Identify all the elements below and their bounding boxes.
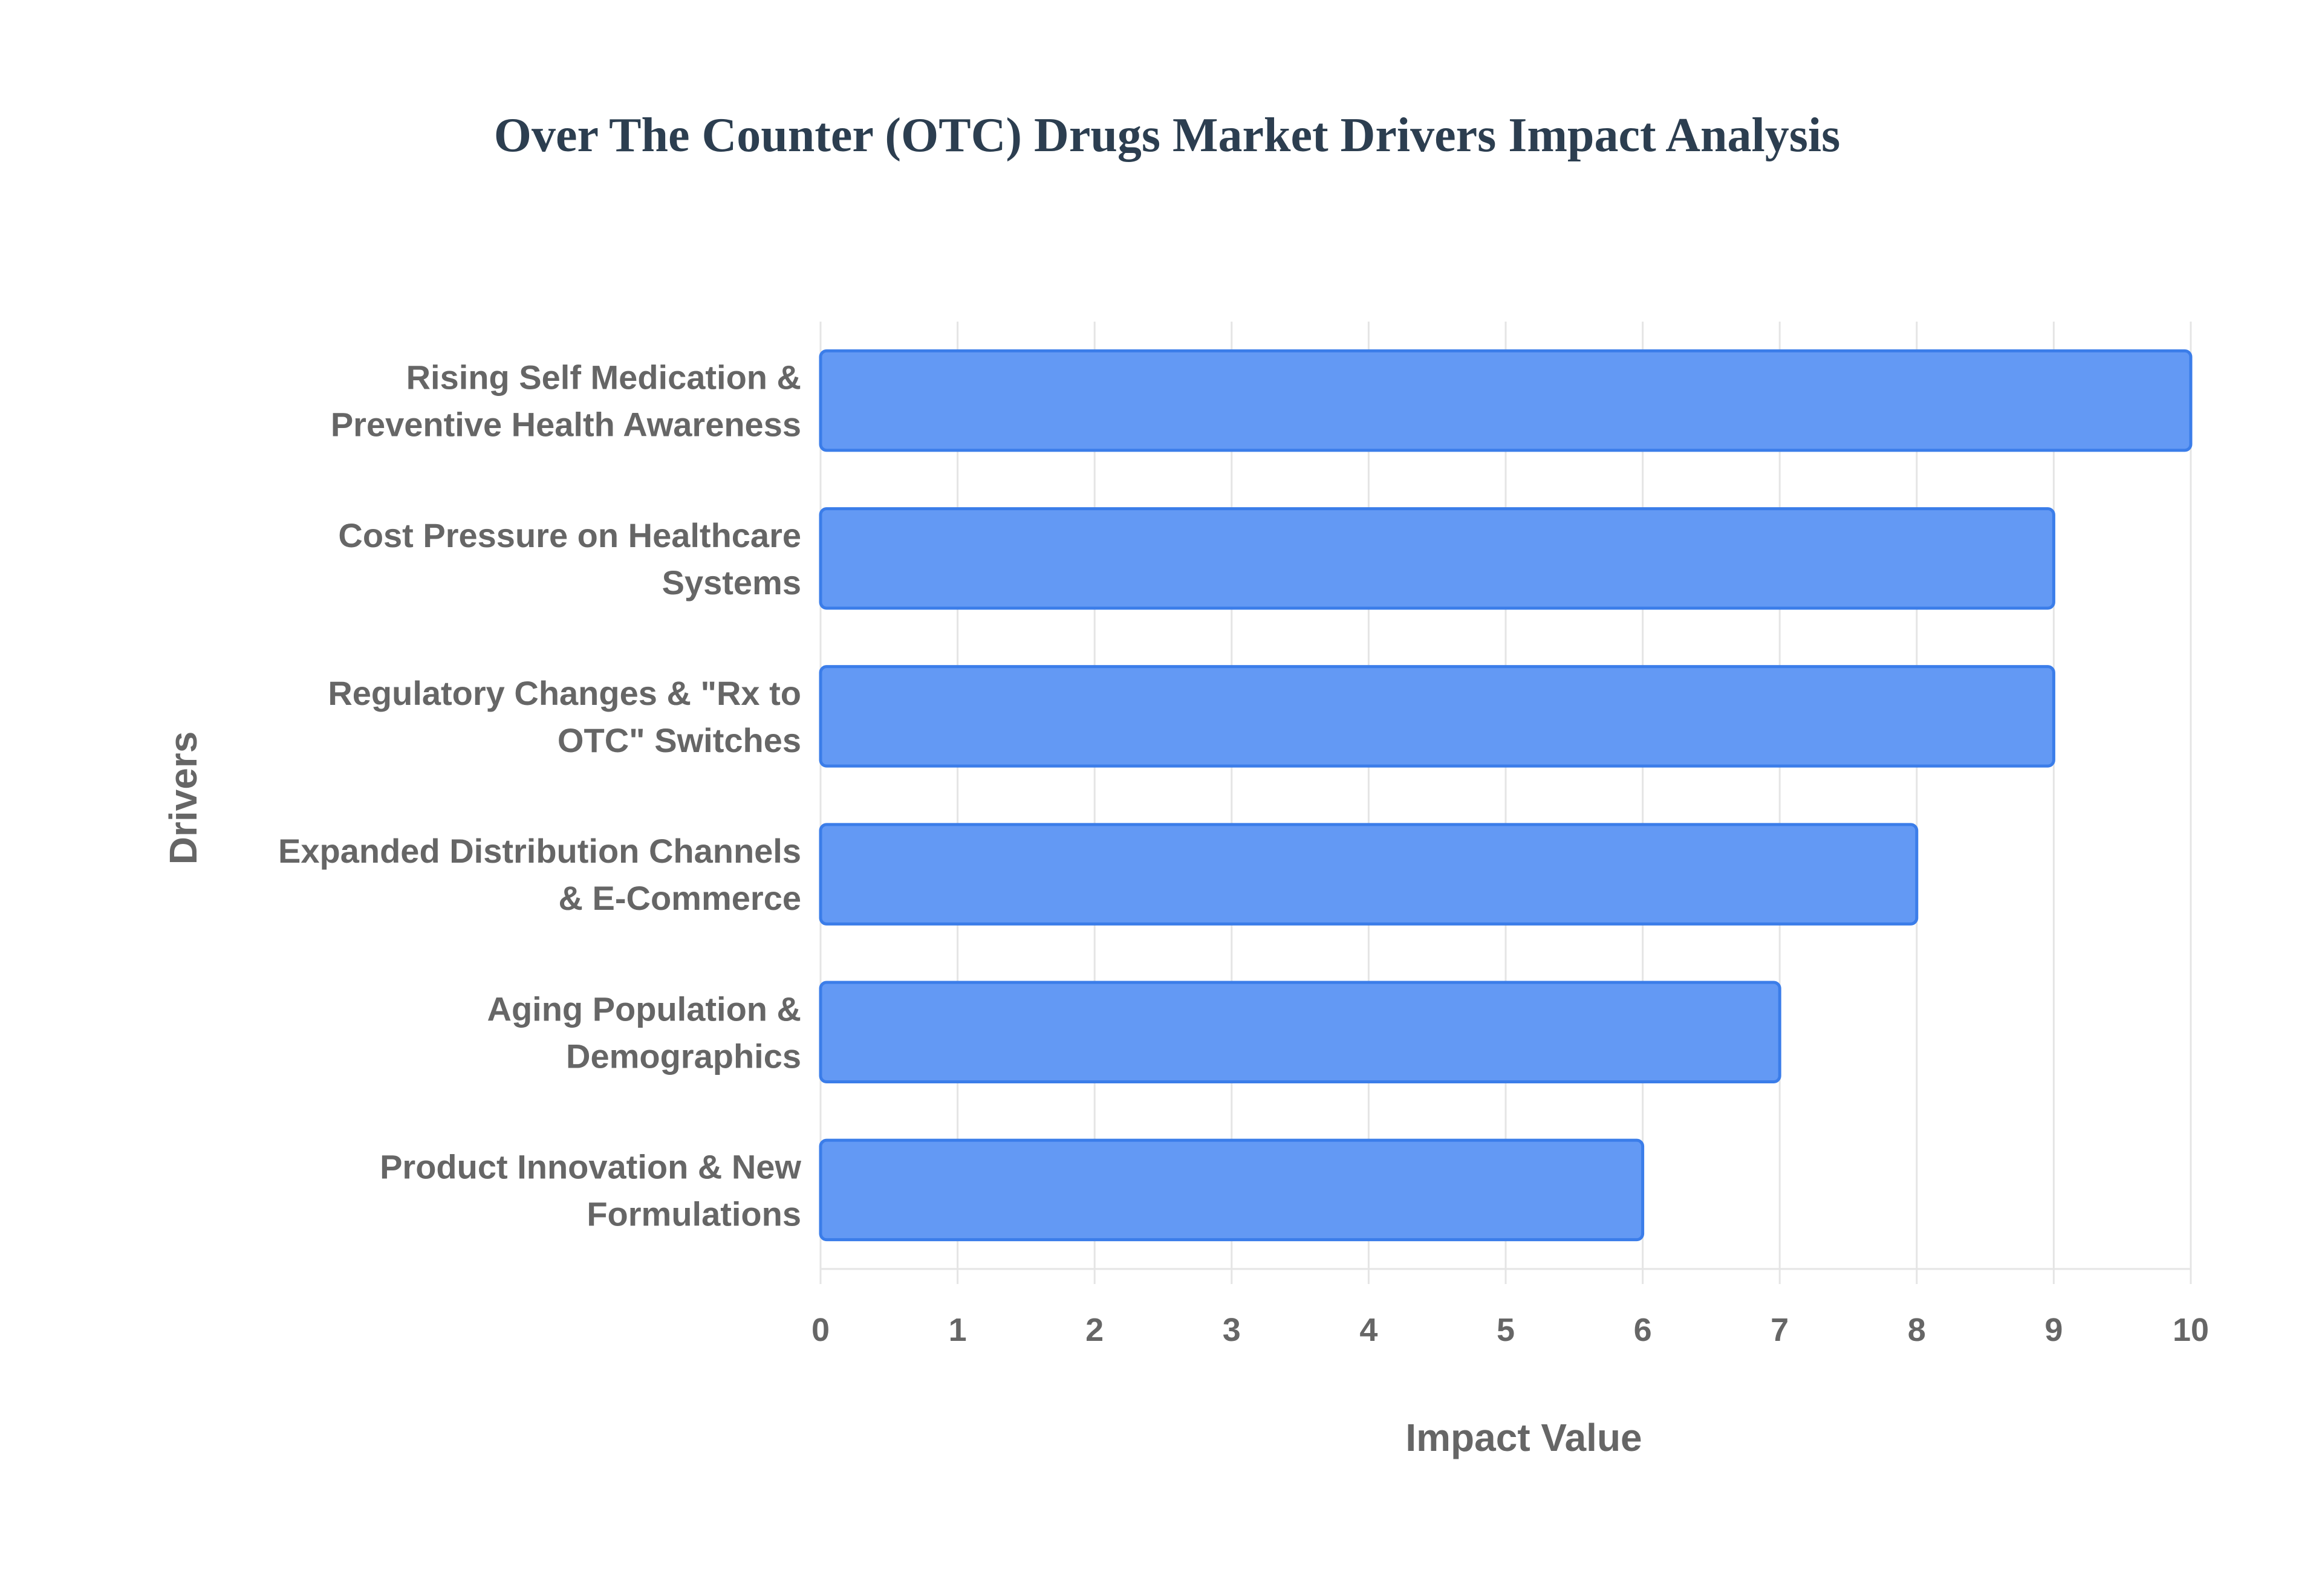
bar[interactable]: [819, 665, 2055, 768]
category-label: Product Innovation & New: [380, 1147, 801, 1186]
category-labels: Rising Self Medication & Preventive Healt…: [278, 358, 801, 1233]
bar[interactable]: [819, 349, 2193, 452]
bar[interactable]: [819, 981, 1781, 1084]
category-label: Rising Self Medication &: [406, 358, 801, 397]
x-tick-label: 5: [1497, 1312, 1515, 1348]
x-tick-label: 7: [1771, 1312, 1789, 1348]
category-label: Systems: [662, 563, 801, 602]
x-tick-label: 8: [1908, 1312, 1926, 1348]
category-label: Preventive Health Awareness: [331, 406, 801, 444]
category-label: Demographics: [566, 1037, 801, 1075]
category-label: OTC" Switches: [558, 721, 801, 759]
x-tick-label: 1: [949, 1312, 967, 1348]
bar[interactable]: [819, 823, 1919, 926]
category-label: Expanded Distribution Channels: [278, 832, 801, 870]
bar[interactable]: [819, 1138, 1645, 1242]
y-axis-title: Drivers: [161, 731, 205, 865]
x-tick-label: 10: [2173, 1312, 2209, 1348]
x-tick-label: 9: [2044, 1312, 2063, 1348]
category-label: Regulatory Changes & "Rx to: [328, 674, 801, 712]
x-tick-label: 0: [811, 1312, 830, 1348]
bars: [819, 349, 2193, 1242]
category-label: Formulations: [587, 1195, 801, 1233]
x-axis-title: Impact Value: [1405, 1416, 1642, 1459]
category-label: & E-Commerce: [559, 879, 801, 917]
x-tick-label: 4: [1359, 1312, 1377, 1348]
x-tick-label: 2: [1085, 1312, 1104, 1348]
category-label: Aging Population &: [487, 990, 801, 1028]
chart-title: Over The Counter (OTC) Drugs Market Driv…: [494, 109, 1841, 162]
gridlines: [819, 322, 2192, 1284]
x-tick-label: 6: [1634, 1312, 1652, 1348]
x-tick-labels: 0 1 2 3 4 5 6 7 8 9 10: [811, 1312, 2209, 1348]
bar[interactable]: [819, 507, 2055, 610]
x-tick-label: 3: [1223, 1312, 1241, 1348]
category-label: Cost Pressure on Healthcare: [338, 516, 801, 554]
